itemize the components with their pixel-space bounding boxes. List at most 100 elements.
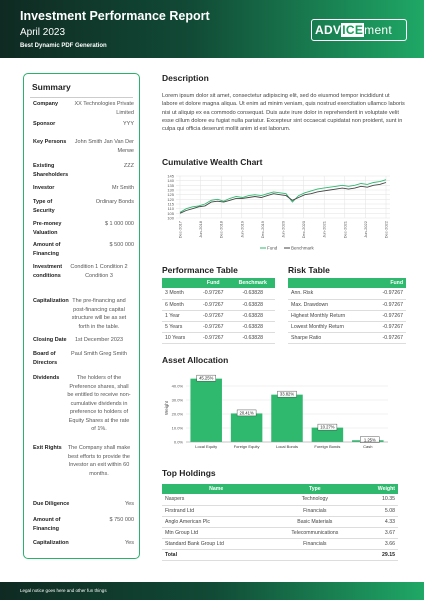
summary-value: Condition 1 Condition 2 Condition 3 — [70, 264, 128, 279]
x-tick-label: Dec-2022 — [384, 220, 389, 238]
table-cell: Basic Materials — [270, 516, 360, 528]
performance-table-title: Performance Table — [162, 265, 238, 275]
table-cell: -0.97267 — [196, 310, 231, 322]
category-label: Local Bonds — [276, 444, 298, 449]
x-tick-label: Jun-2021 — [322, 220, 327, 237]
description-text: Lorem ipsum dolor sit amet, consectetur … — [162, 93, 405, 133]
table-cell: Mtn Group Ltd — [162, 527, 271, 539]
table-cell: Ann. Risk — [288, 288, 370, 300]
summary-value: $ 500 000 — [109, 242, 134, 248]
data-label-box — [236, 409, 257, 417]
summary-value: John Smith Jan Van Der Merwe — [74, 139, 134, 154]
table-row: Mtn Group Ltd Telecommunications 3.67 — [162, 527, 398, 539]
table-cell: Financials — [270, 505, 360, 517]
table-cell: -0.97267 — [369, 332, 406, 344]
table-row: Naspers Technology 10.35 — [162, 494, 398, 506]
summary-label: Board of Directors — [33, 351, 58, 366]
table-cell: Standard Bank Group Ltd — [162, 538, 271, 550]
summary-value: Yes — [125, 501, 134, 507]
table-cell: -0.97267 — [196, 332, 231, 344]
table-cell: -0.63828 — [230, 332, 275, 344]
table-cell: 3.66 — [359, 538, 398, 550]
summary-value: Mr Smith — [112, 185, 134, 191]
table-header-cell: Type — [270, 484, 360, 494]
y-tick-label: 115 — [168, 202, 175, 207]
x-tick-label: Dec-2017 — [178, 220, 183, 238]
table-cell: Anglo American Plc — [162, 516, 271, 528]
table-row: Sharpe Ratio -0.97267 — [288, 332, 406, 344]
report-subtitle: Best Dynamic PDF Generation — [20, 43, 107, 49]
data-label-box — [317, 423, 338, 431]
report-header: Investment Performance Report April 2023… — [0, 0, 424, 58]
x-tick-label: Dec-2021 — [342, 220, 347, 238]
table-header-cell — [162, 278, 197, 288]
table-cell: 3 Month — [162, 288, 197, 300]
risk-table: Fund Ann. Risk -0.97267 Max. Drawdown -0.972… — [288, 278, 406, 344]
summary-value: Paul Smith Greg Smith — [71, 351, 127, 357]
asset-allocation-title: Asset Allocation — [162, 355, 229, 365]
table-header-cell: Fund — [369, 278, 406, 288]
report-title: Investment Performance Report — [20, 9, 210, 23]
summary-divider — [30, 97, 133, 98]
summary-value: YYY — [122, 121, 134, 127]
summary-title: Summary — [32, 82, 71, 92]
table-cell: 3.67 — [359, 527, 398, 539]
data-label: 33.82% — [280, 392, 294, 397]
data-label: 1.25% — [364, 437, 376, 442]
table-row: Highest Monthly Return -0.97267 — [288, 310, 406, 322]
table-row: Standard Bank Group Ltd Financials 3.66 — [162, 538, 398, 550]
table-cell: -0.97267 — [369, 299, 406, 311]
x-tick-label: Dec-2020 — [301, 220, 306, 238]
legend-label: Benchmark — [291, 246, 315, 251]
x-tick-label: Dec-2018 — [219, 220, 224, 238]
y-axis-label: Weight — [164, 400, 169, 415]
x-tick-label: Dec-2019 — [260, 220, 265, 238]
table-cell: 6 Month — [162, 299, 197, 311]
table-cell: Highest Monthly Return — [288, 310, 370, 322]
summary-label: Pre-money Valuation — [33, 221, 62, 236]
summary-value: $ 750 000 — [109, 517, 134, 523]
table-cell: -0.63828 — [230, 288, 275, 300]
y-tick-label: 40.0% — [172, 384, 184, 389]
data-label: 20.41% — [239, 410, 253, 415]
table-row: 1 Year -0.97267 -0.63828 — [162, 310, 275, 322]
summary-label: Due Diligence — [33, 501, 70, 507]
summary-label: Type of Security — [33, 199, 55, 214]
bar — [190, 378, 222, 442]
summary-label: Existing Shareholders — [33, 163, 69, 178]
y-tick-label: 135 — [167, 183, 174, 188]
legend-label: Fund — [267, 246, 278, 251]
table-cell: 10.35 — [359, 494, 398, 506]
category-label: Foreign Equity — [234, 444, 260, 449]
summary-label: Closing Date — [33, 337, 67, 343]
table-cell: 10 Years — [162, 332, 197, 344]
table-row: Ann. Risk -0.97267 — [288, 288, 406, 300]
total-row: Total 29.15 — [162, 549, 398, 561]
y-tick-label: 140 — [167, 178, 174, 183]
table-cell: -0.97267 — [369, 310, 406, 322]
x-tick-label: Jun-2018 — [198, 220, 203, 237]
summary-label: Capitalization — [33, 298, 69, 304]
x-tick-label: Jun-2022 — [363, 220, 368, 237]
legal-notice: Legal notice goes here and other fun thi… — [20, 588, 107, 593]
summary-value: XX Technologies Private Limited — [74, 101, 134, 116]
y-tick-label: 120 — [167, 197, 174, 202]
summary-label: Exit Rights — [33, 445, 62, 451]
summary-value: The holders of the Preference shares, sh… — [67, 375, 131, 432]
total-label: Total — [162, 549, 271, 561]
performance-table: Fund Benchmark 3 Month -0.97267 -0.63828 6 Mo… — [162, 278, 275, 344]
summary-panel: Summary Company XX Technologies Private L… — [23, 73, 140, 559]
summary-value: The pre-financing and post-financing cap… — [71, 298, 127, 330]
top-holdings-table: Name Type Weight Naspers Technology 10.35 Firs… — [162, 484, 398, 561]
table-cell: -0.97267 — [369, 288, 406, 300]
category-label: Local Equity — [195, 444, 217, 449]
risk-table-title: Risk Table — [288, 265, 330, 275]
summary-label: Investment conditions — [33, 264, 63, 279]
y-tick-label: 0.0% — [174, 440, 184, 445]
table-cell: Naspers — [162, 494, 271, 506]
summary-label: Dividends — [33, 375, 60, 381]
table-cell: Sharpe Ratio — [288, 332, 370, 344]
table-cell: Firstrand Ltd — [162, 505, 271, 517]
logo-text-part3: ment — [364, 23, 393, 37]
summary-value: $ 1 000 000 — [104, 221, 134, 227]
